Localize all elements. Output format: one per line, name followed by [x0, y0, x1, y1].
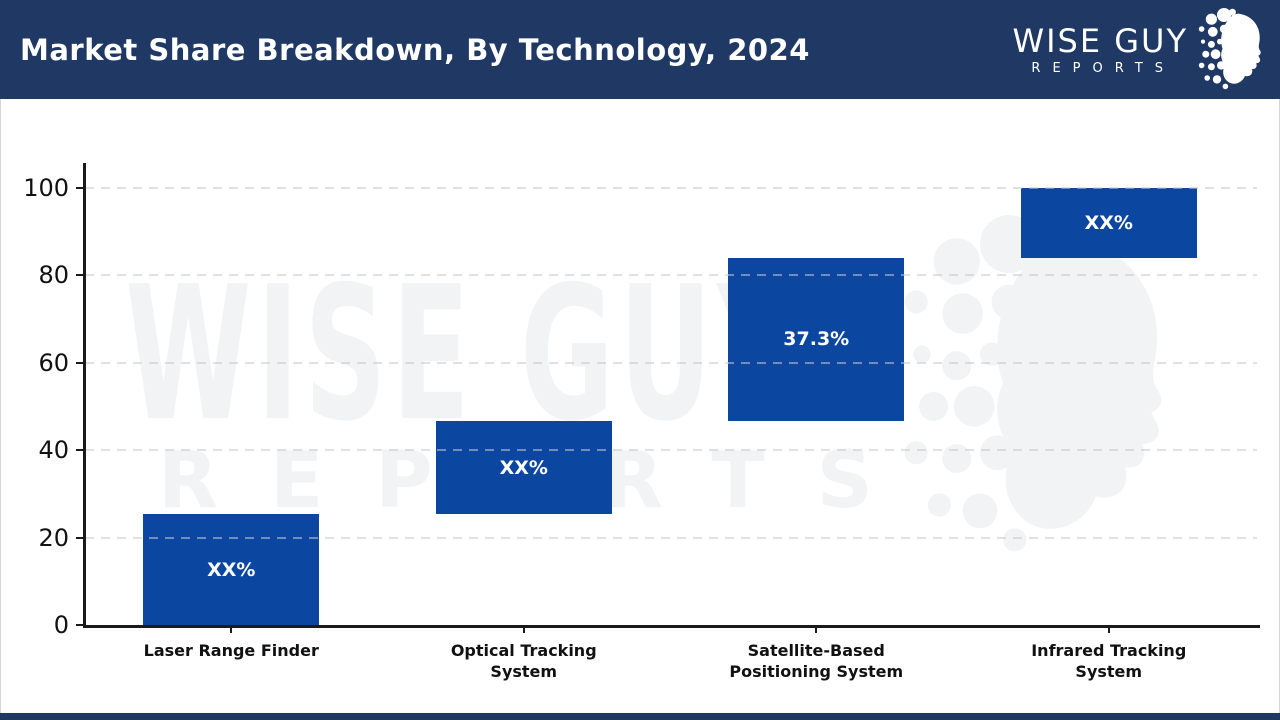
bar-value-label: 37.3%	[783, 328, 850, 351]
watermark-wordmark: WISE GUY	[125, 246, 806, 462]
logo-wordmark: WISE GUY	[1012, 22, 1188, 61]
y-tick-label-100: 100	[23, 173, 69, 202]
y-tick-mark-100	[76, 186, 84, 189]
footer-bar	[0, 713, 1280, 720]
y-tick-mark-20	[76, 536, 84, 539]
x-tick-mark	[522, 627, 525, 633]
logo-subtitle: REPORTS	[1031, 60, 1176, 76]
wiseguy-face-logo-icon	[1198, 8, 1261, 90]
y-tick-label-20: 20	[38, 523, 69, 552]
x-category-label: Satellite-Based Positioning System	[729, 641, 904, 681]
bar-segment: XX%	[1020, 187, 1197, 258]
gridline-40	[85, 449, 1257, 451]
x-axis-spine	[83, 625, 1260, 628]
x-category-label: Infrared Tracking System	[1031, 641, 1187, 681]
gridline-100	[85, 186, 1257, 189]
x-tick-mark	[1107, 627, 1110, 633]
bar-segment: 37.3%	[728, 257, 905, 421]
y-tick-label-80: 80	[38, 261, 69, 289]
bar-value-label: XX%	[1084, 211, 1133, 234]
header-bar: Market Share Breakdown, By Technology, 2…	[0, 0, 1280, 99]
x-category-label: Laser Range Finder	[143, 641, 319, 660]
wiseguy-logo: WISE GUY REPORTS	[1012, 6, 1270, 94]
frame-border-left	[0, 99, 1, 713]
wiseguy-face-watermark-icon	[904, 215, 1162, 552]
y-tick-label-60: 60	[38, 348, 69, 377]
bar-segment: XX%	[435, 420, 612, 515]
x-category-label: Optical Tracking System	[450, 641, 597, 681]
y-tick-mark-60	[76, 361, 84, 364]
y-tick-label-0: 0	[53, 611, 69, 639]
gridline-20	[85, 536, 1257, 539]
bar-value-label: XX%	[207, 558, 256, 581]
bar-segment: XX%	[143, 514, 320, 625]
x-tick-mark	[230, 627, 233, 633]
y-tick-mark-0	[76, 624, 84, 626]
gridline-60	[85, 361, 1257, 364]
page-title: Market Share Breakdown, By Technology, 2…	[20, 32, 810, 67]
x-tick-mark	[815, 627, 818, 633]
wiseguy-logo-text: WISE GUY REPORTS	[1012, 22, 1188, 76]
bar-value-label: XX%	[499, 456, 548, 479]
y-tick-mark-40	[76, 449, 84, 451]
gridline-80	[85, 274, 1257, 276]
y-axis-spine	[83, 163, 86, 627]
y-tick-mark-80	[76, 274, 84, 276]
y-tick-label-40: 40	[38, 436, 69, 464]
